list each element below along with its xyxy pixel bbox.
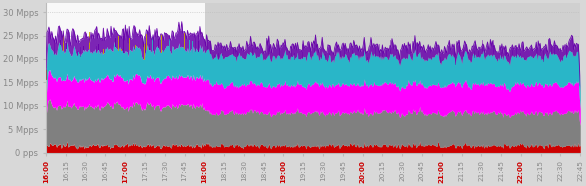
Bar: [46, 3, 205, 153]
